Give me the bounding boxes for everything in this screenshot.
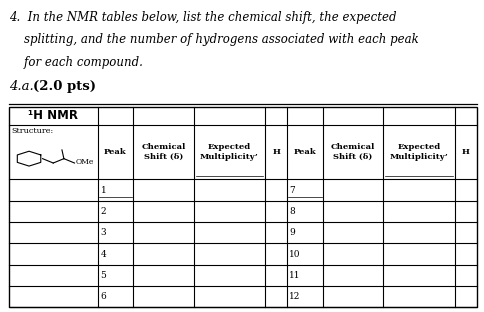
Text: ¹H NMR: ¹H NMR (28, 109, 78, 122)
Text: OMe: OMe (76, 158, 94, 166)
Text: 4.  In the NMR tables below, list the chemical shift, the expected: 4. In the NMR tables below, list the che… (9, 11, 396, 24)
Text: 1: 1 (101, 186, 106, 195)
Text: 4: 4 (101, 250, 106, 259)
Text: 4.a.: 4.a. (9, 80, 33, 93)
Text: splitting, and the number of hydrogens associated with each peak: splitting, and the number of hydrogens a… (9, 33, 419, 46)
Bar (9, 107, 477, 307)
Text: Peak: Peak (104, 148, 127, 156)
Text: 6: 6 (101, 292, 106, 301)
Text: 5: 5 (101, 271, 106, 280)
Text: for each compound.: for each compound. (9, 56, 143, 69)
Text: Expected
Multiplicity’: Expected Multiplicity’ (200, 143, 259, 161)
Text: 11: 11 (289, 271, 301, 280)
Text: Expected
Multiplicity’: Expected Multiplicity’ (390, 143, 448, 161)
Text: 12: 12 (289, 292, 301, 301)
Text: Chemical
Shift (δ): Chemical Shift (δ) (141, 143, 186, 161)
Text: 8: 8 (289, 207, 295, 216)
Text: Peak: Peak (294, 148, 317, 156)
Text: H: H (272, 148, 280, 156)
Text: 9: 9 (289, 228, 295, 237)
Text: Structure:: Structure: (11, 127, 53, 135)
Text: 3: 3 (101, 228, 106, 237)
Text: 2: 2 (101, 207, 106, 216)
Text: Chemical
Shift (δ): Chemical Shift (δ) (331, 143, 375, 161)
Text: (2.0 pts): (2.0 pts) (33, 80, 96, 93)
Text: H: H (462, 148, 470, 156)
Text: 10: 10 (289, 250, 301, 259)
Text: 7: 7 (289, 186, 295, 195)
